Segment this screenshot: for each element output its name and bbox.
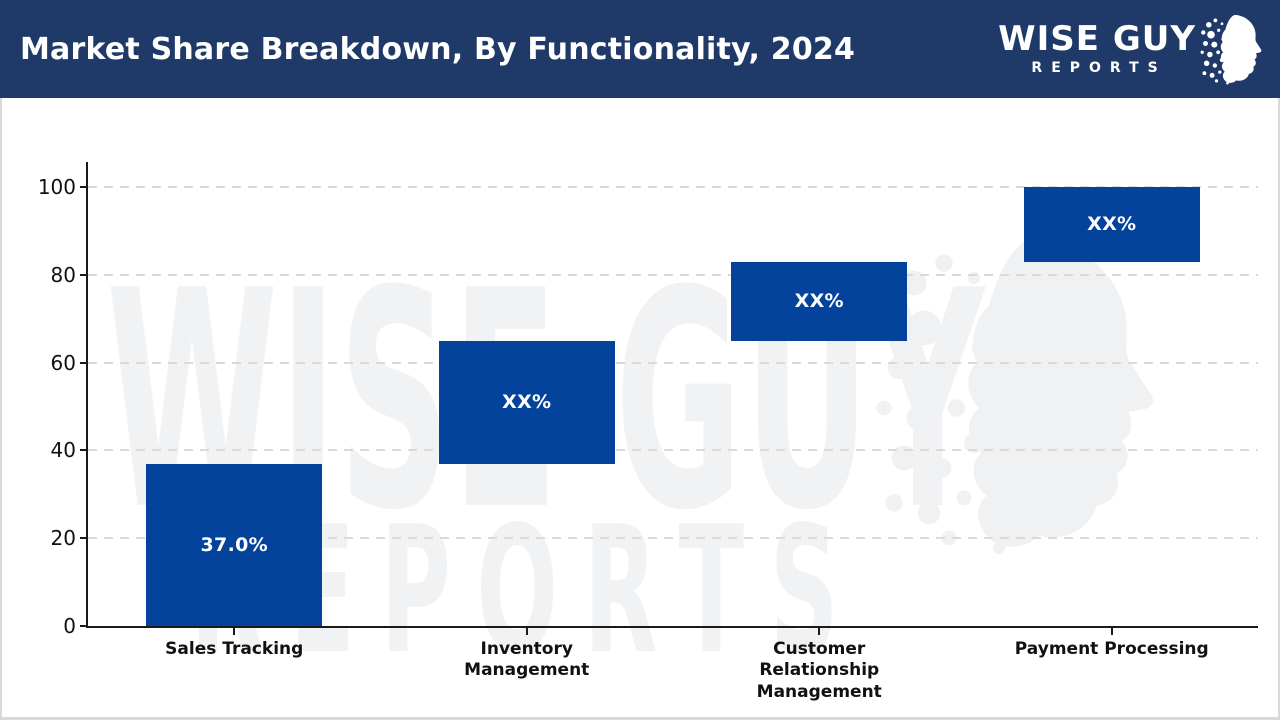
x-axis-tick	[233, 627, 236, 635]
x-axis-tick	[818, 627, 821, 635]
logo-face-icon	[1200, 14, 1262, 85]
header: Market Share Breakdown, By Functionality…	[0, 0, 1280, 98]
bar-value-label: XX%	[1087, 213, 1137, 236]
y-axis-tick	[80, 273, 88, 276]
y-axis-tick	[80, 537, 88, 540]
x-axis-category-label: Sales Tracking	[165, 639, 304, 659]
plot: 0 20 40 60 80 100 37.0% Sales Tracking XX% Invent…	[2, 98, 1278, 717]
gridline	[88, 537, 1258, 540]
y-axis-tick-label: 100	[37, 175, 76, 199]
x-axis-line	[86, 626, 1258, 628]
y-axis-tick	[80, 449, 88, 452]
y-axis-tick-label: 20	[50, 526, 76, 551]
x-axis-tick	[1110, 627, 1113, 635]
gridline	[88, 449, 1258, 452]
gridline	[88, 186, 1258, 188]
bar: XX%	[438, 340, 615, 464]
gridline	[88, 361, 1258, 364]
logo-subtext: REPORTS	[1031, 59, 1167, 76]
x-axis-category-label: Customer Relationship Management	[756, 639, 882, 702]
logo-wordmark: WISE GUY	[998, 19, 1196, 60]
x-axis-category-label: Inventory Management	[464, 639, 590, 681]
page-title: Market Share Breakdown, By Functionality…	[20, 31, 856, 67]
gridline	[88, 273, 1258, 276]
logo-text: WISE GUY REPORTS	[998, 19, 1196, 76]
bar-value-label: XX%	[794, 290, 844, 313]
y-axis-tick	[80, 186, 88, 188]
bar: XX%	[1023, 187, 1200, 262]
y-axis-tick-label: 40	[50, 438, 76, 463]
chart-area: WISE GUY REPORTS 0 20 40 60 80 100 37.0% Sales …	[0, 98, 1280, 720]
bar: 37.0%	[146, 463, 323, 626]
bar: XX%	[731, 261, 908, 341]
logo: WISE GUY REPORTS	[998, 11, 1266, 87]
y-axis-tick-label: 60	[50, 350, 76, 375]
bar-value-label: XX%	[502, 391, 552, 414]
y-axis-tick-label: 0	[63, 614, 76, 638]
y-axis-tick	[80, 361, 88, 364]
bar-value-label: 37.0%	[200, 533, 268, 556]
y-axis-tick-label: 80	[50, 262, 76, 287]
y-axis-line	[86, 162, 88, 628]
y-axis-tick	[80, 625, 88, 627]
x-axis-category-label: Payment Processing	[1014, 639, 1209, 659]
x-axis-tick	[525, 627, 528, 635]
